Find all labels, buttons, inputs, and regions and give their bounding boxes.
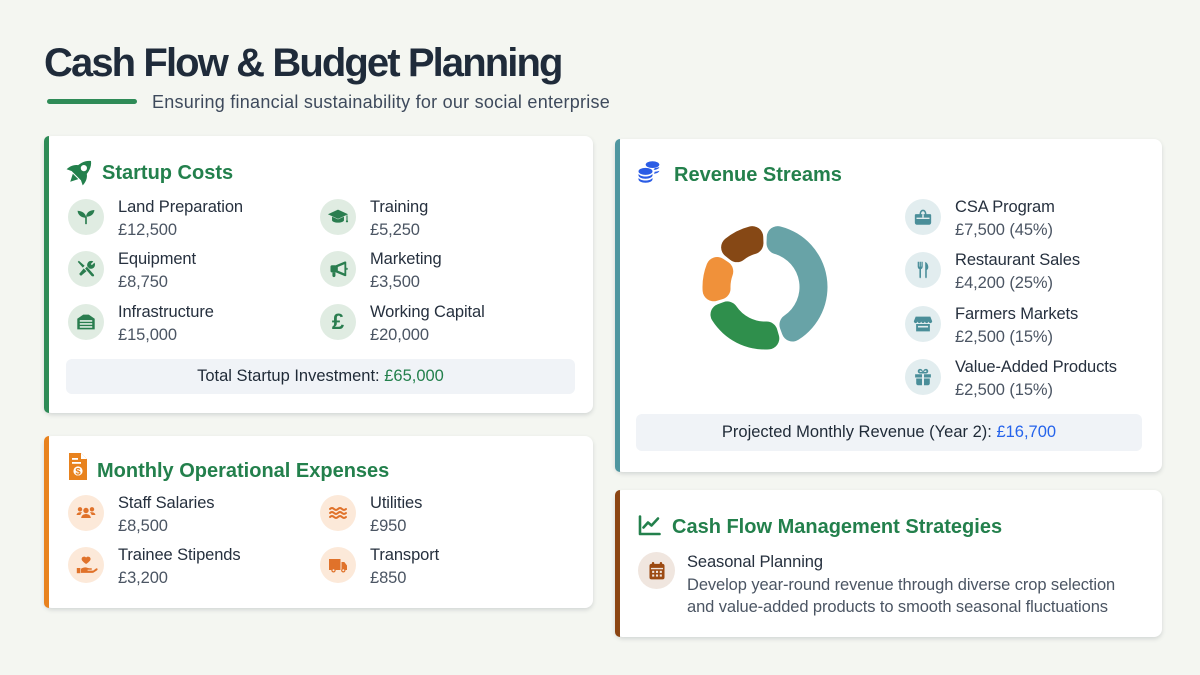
svg-text:$: $ bbox=[75, 466, 81, 477]
